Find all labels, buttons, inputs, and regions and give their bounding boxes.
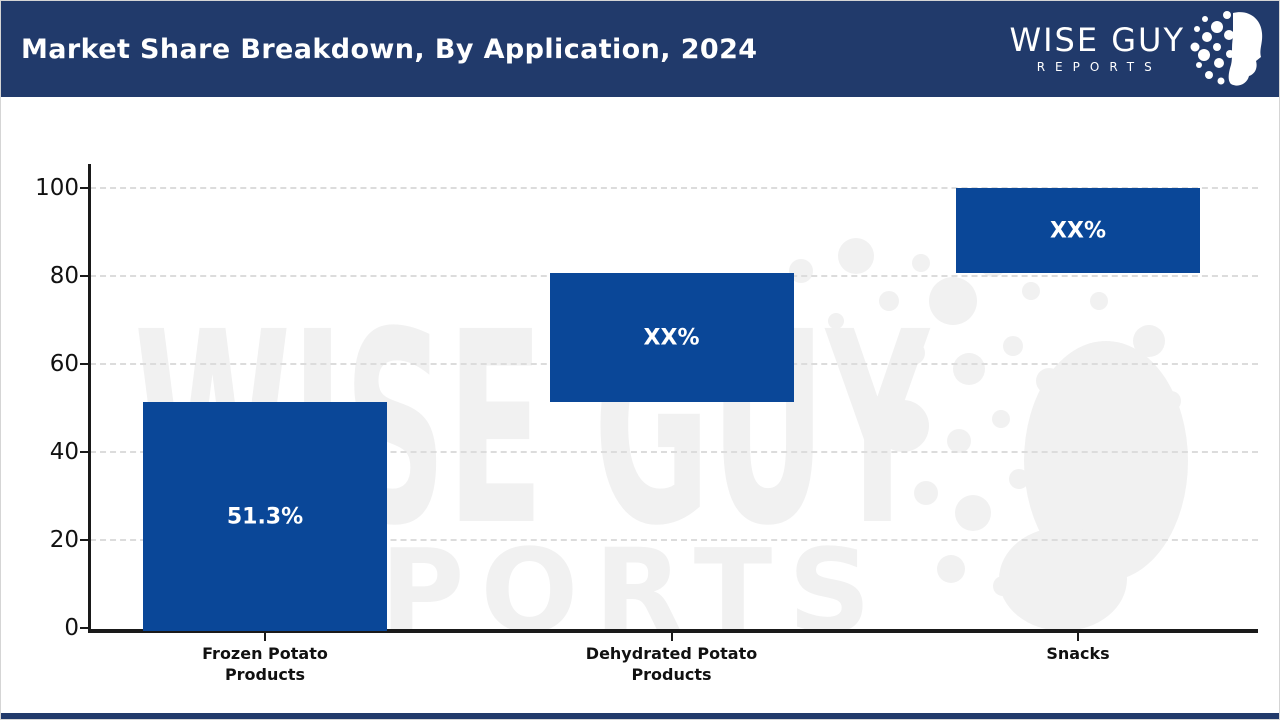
- y-tickmark-80: [80, 275, 88, 277]
- y-tickmark-60: [80, 363, 88, 365]
- y-tick-label-0: 0: [64, 615, 79, 641]
- bar-dehydrated-potato-products: [549, 273, 794, 402]
- bar-value-label: 51.3%: [226, 504, 304, 529]
- x-category-label: Frozen Potato Products: [202, 644, 328, 684]
- bar-snacks: [956, 188, 1200, 273]
- bar-frozen-potato-products: [143, 402, 387, 631]
- gridline-20: [90, 539, 1258, 541]
- x-category-label: Snacks: [1046, 644, 1110, 663]
- page-title: Market Share Breakdown, By Application, …: [21, 33, 758, 65]
- y-axis-line: [88, 164, 91, 633]
- logo-reports-label: REPORTS: [1036, 59, 1162, 74]
- y-tickmark-100: [80, 187, 88, 189]
- bar-value-label: XX%: [1050, 218, 1106, 243]
- bar-value-label: XX%: [643, 325, 700, 350]
- y-tick-label-40: 40: [49, 439, 79, 465]
- y-tickmark-20: [80, 539, 88, 541]
- footer-bar: [1, 713, 1279, 719]
- wiseguy-logo: WISE GUY REPORTS: [1009, 1, 1267, 97]
- x-tickmark-0: [264, 633, 266, 641]
- y-tick-label-80: 80: [49, 263, 79, 289]
- x-axis-line: [88, 629, 1258, 633]
- y-tick-label-60: 60: [49, 351, 79, 377]
- x-tickmark-2: [1077, 633, 1079, 641]
- y-tickmark-0: [80, 627, 88, 629]
- header-bar: Market Share Breakdown, By Application, …: [1, 1, 1279, 97]
- logo-text: WISE GUY REPORTS: [1009, 24, 1185, 74]
- x-tickmark-1: [670, 633, 673, 641]
- logo-face-profile-icon: [1190, 11, 1263, 86]
- gridline-100: [90, 187, 1258, 189]
- x-category-label: Dehydrated Potato Products: [585, 644, 758, 684]
- y-tick-label-20: 20: [49, 527, 79, 553]
- logo-wiseguy-label: WISE GUY: [1009, 21, 1185, 60]
- y-tick-label-100: 100: [35, 175, 79, 201]
- y-tickmark-40: [80, 451, 88, 453]
- gridline-40: [90, 451, 1258, 453]
